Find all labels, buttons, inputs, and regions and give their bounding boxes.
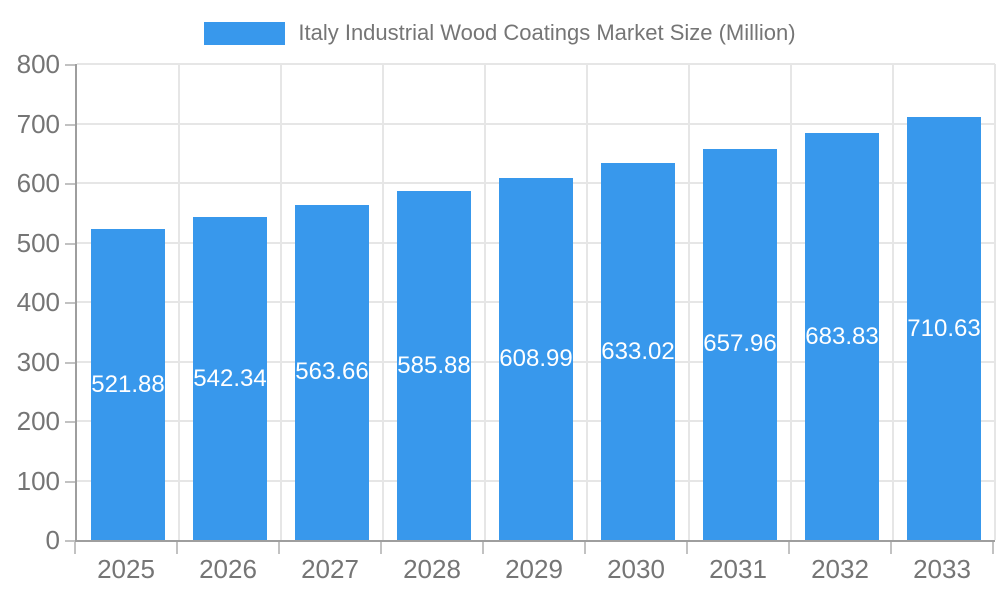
y-tick-label: 300	[16, 346, 60, 377]
x-gridline	[892, 64, 894, 540]
y-tick	[65, 242, 75, 245]
x-gridline	[178, 64, 180, 540]
y-tick-label: 200	[16, 406, 60, 436]
y-tick	[65, 302, 75, 304]
legend[interactable]: Italy Industrial Wood Coatings Market Si…	[0, 20, 1000, 46]
x-gridline	[484, 64, 486, 540]
x-tick-label-2032: 2032	[811, 554, 869, 584]
bar-value-label: 657.96	[703, 330, 777, 358]
bar-2029[interactable]: 608.99	[499, 177, 573, 540]
bar-value-label: 542.34	[193, 364, 267, 392]
bar-2026[interactable]: 542.34	[193, 217, 267, 540]
x-tick	[992, 542, 994, 554]
y-tick-label: 600	[16, 168, 60, 198]
x-tick-label-2031: 2031	[709, 554, 767, 584]
x-tick-label-2029: 2029	[505, 554, 563, 584]
x-tick	[74, 542, 76, 554]
bar-2030[interactable]: 633.02	[601, 163, 675, 540]
y-tick-label: 500	[16, 227, 60, 258]
x-tick-label-2025: 2025	[97, 554, 155, 584]
x-tick	[686, 542, 688, 554]
x-gridline	[790, 64, 792, 540]
x-gridline	[586, 64, 588, 540]
x-gridline	[382, 64, 384, 540]
x-gridline	[688, 64, 690, 540]
x-tick-label-2027: 2027	[301, 554, 359, 584]
bar-value-label: 521.88	[91, 370, 165, 398]
y-tick	[65, 64, 75, 66]
y-gridline	[77, 63, 995, 65]
x-tick	[278, 542, 280, 554]
y-tick-label: 700	[16, 108, 60, 139]
y-tick	[65, 421, 75, 423]
y-tick	[65, 183, 75, 185]
y-tick-label: 400	[16, 287, 60, 317]
bar-2032[interactable]: 683.83	[805, 133, 879, 540]
y-tick	[65, 123, 75, 126]
y-tick-label: 100	[16, 465, 60, 496]
bar-value-label: 608.99	[499, 344, 573, 372]
x-tick-label-2033: 2033	[913, 554, 971, 584]
bar-value-label: 563.66	[295, 358, 369, 386]
legend-label: Italy Industrial Wood Coatings Market Si…	[298, 20, 796, 45]
y-tick	[65, 361, 75, 364]
plot-area: 521.88 542.34 563.66 585.88 608.99 633.02 657.…	[75, 63, 996, 542]
x-tick	[788, 542, 790, 554]
bar-2025[interactable]: 521.88	[91, 229, 165, 540]
y-tick-label: 800	[16, 49, 60, 79]
x-tick	[482, 542, 484, 554]
x-tick	[380, 542, 382, 554]
bar-value-label: 710.63	[907, 314, 981, 342]
bar-2027[interactable]: 563.66	[295, 204, 369, 540]
y-tick	[65, 540, 75, 542]
legend-swatch	[204, 21, 286, 45]
x-tick	[890, 542, 892, 554]
bar-value-label: 585.88	[397, 351, 471, 379]
x-gridline	[994, 64, 996, 540]
bar-value-label: 633.02	[601, 337, 675, 365]
x-tick	[176, 542, 178, 554]
y-tick-label: 0	[45, 525, 60, 555]
x-gridline	[280, 64, 282, 540]
y-tick	[65, 480, 75, 483]
x-tick-label-2030: 2030	[607, 554, 665, 584]
y-gridline	[77, 122, 995, 125]
bar-2028[interactable]: 585.88	[397, 191, 471, 540]
x-tick-label-2026: 2026	[199, 554, 257, 584]
bar-2033[interactable]: 710.63	[907, 117, 981, 540]
x-tick-label-2028: 2028	[403, 554, 461, 584]
bar-value-label: 683.83	[805, 322, 879, 350]
x-tick	[584, 542, 586, 554]
bar-2031[interactable]: 657.96	[703, 148, 777, 540]
